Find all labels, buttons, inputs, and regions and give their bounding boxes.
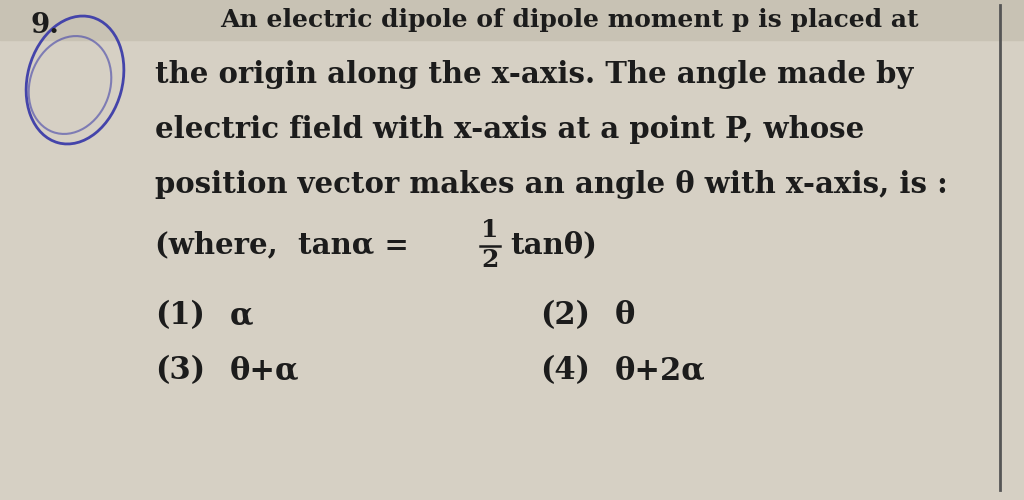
Text: (1): (1) — [155, 300, 205, 331]
Text: An electric dipole of dipole moment p is placed at: An electric dipole of dipole moment p is… — [220, 8, 919, 32]
Text: 9.: 9. — [30, 12, 58, 39]
Text: electric field with x-axis at a point P, whose: electric field with x-axis at a point P,… — [155, 115, 864, 144]
Text: position vector makes an angle θ with x-axis, is :: position vector makes an angle θ with x-… — [155, 170, 948, 199]
Text: the origin along the x-axis. The angle made by: the origin along the x-axis. The angle m… — [155, 60, 913, 89]
Text: tanθ): tanθ) — [510, 230, 597, 259]
Text: θ: θ — [615, 300, 635, 331]
Text: 2: 2 — [481, 248, 499, 272]
Text: α: α — [230, 300, 254, 331]
Bar — [0, 0, 1024, 40]
Text: (where,  tanα =: (where, tanα = — [155, 230, 419, 259]
Text: (3): (3) — [155, 355, 205, 386]
Text: (2): (2) — [540, 300, 590, 331]
Text: θ+α: θ+α — [230, 355, 299, 386]
Text: θ+2α: θ+2α — [615, 355, 706, 386]
Text: (4): (4) — [540, 355, 590, 386]
Text: 1: 1 — [481, 218, 499, 242]
